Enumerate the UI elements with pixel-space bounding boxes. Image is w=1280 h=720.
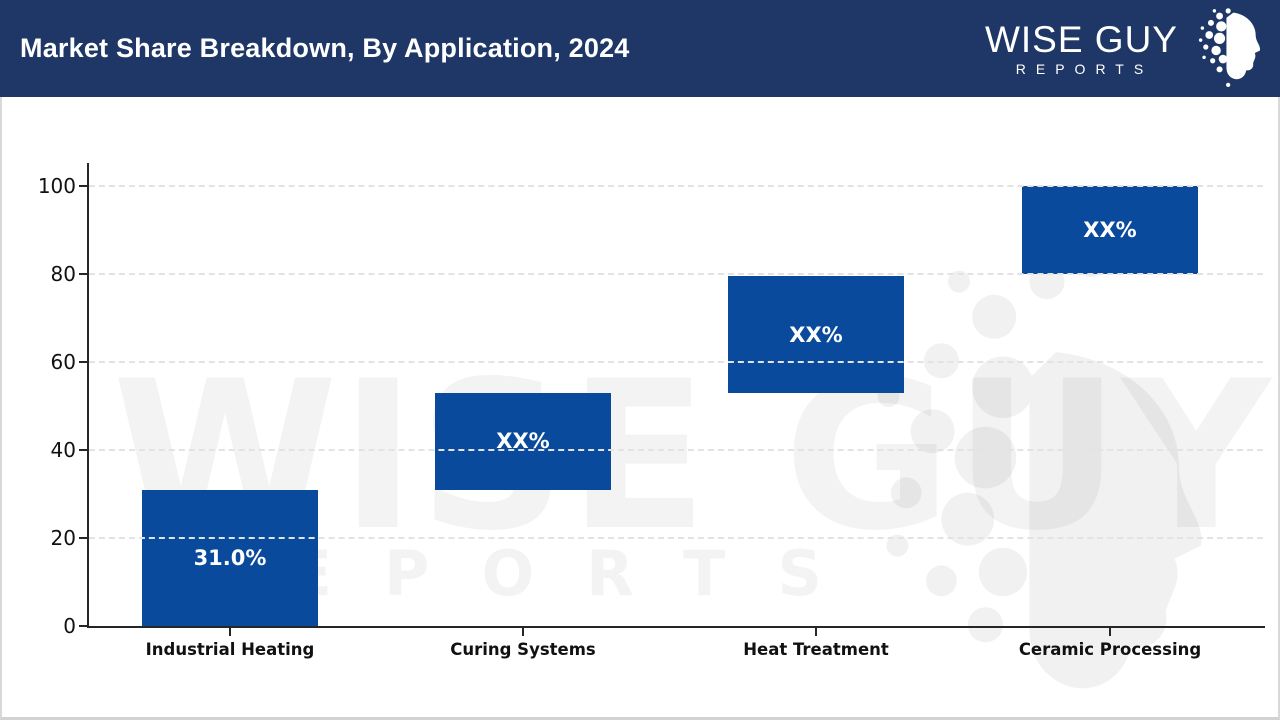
category-label: Industrial Heating — [145, 640, 315, 659]
bar-value-label: 31.0% — [193, 545, 267, 570]
y-axis-line — [87, 163, 89, 626]
y-tick — [79, 449, 88, 451]
y-gridline — [89, 273, 1263, 275]
y-tick — [79, 361, 88, 363]
y-tick-label: 20 — [50, 526, 76, 550]
wise-guy-reports-logo: WISE GUY REPORTS — [985, 4, 1266, 94]
page-title: Market Share Breakdown, By Application, … — [20, 33, 630, 63]
y-tick-label: 80 — [50, 262, 76, 286]
category-label: Heat Treatment — [743, 640, 889, 659]
logo-text: WISE GUY REPORTS — [984, 18, 1178, 77]
x-tick — [815, 628, 817, 636]
y-gridline — [89, 361, 1263, 363]
y-tick — [79, 185, 88, 187]
y-tick — [79, 273, 88, 275]
y-tick-label: 100 — [37, 174, 76, 198]
bar-segment — [728, 276, 904, 393]
category-label: Curing Systems — [450, 640, 596, 659]
y-tick — [79, 537, 88, 539]
category-label: Ceramic Processing — [1018, 640, 1202, 659]
bar-value-label: XX% — [789, 322, 843, 347]
y-tick — [79, 625, 88, 627]
y-gridline — [89, 537, 1263, 539]
dotted-head-logo-icon — [1180, 4, 1266, 94]
y-gridline — [89, 185, 1263, 187]
x-tick — [522, 628, 524, 636]
bar-segment — [435, 392, 611, 490]
x-axis-line — [87, 626, 1265, 628]
y-tick-label: 40 — [50, 438, 76, 462]
bar-value-label: XX% — [496, 429, 550, 454]
header-bar: Market Share Breakdown, By Application, … — [0, 0, 1280, 97]
y-tick-label: 0 — [63, 614, 76, 638]
y-tick-label: 60 — [50, 350, 76, 374]
x-tick — [229, 628, 231, 636]
y-gridline — [89, 449, 1263, 451]
logo-wordmark: WISE GUY — [984, 18, 1178, 60]
bar-segment — [1022, 186, 1198, 274]
x-tick — [1109, 628, 1111, 636]
logo-subtitle: REPORTS — [1015, 60, 1154, 77]
bar-value-label: XX% — [1083, 218, 1137, 242]
bar-segment — [142, 489, 318, 626]
